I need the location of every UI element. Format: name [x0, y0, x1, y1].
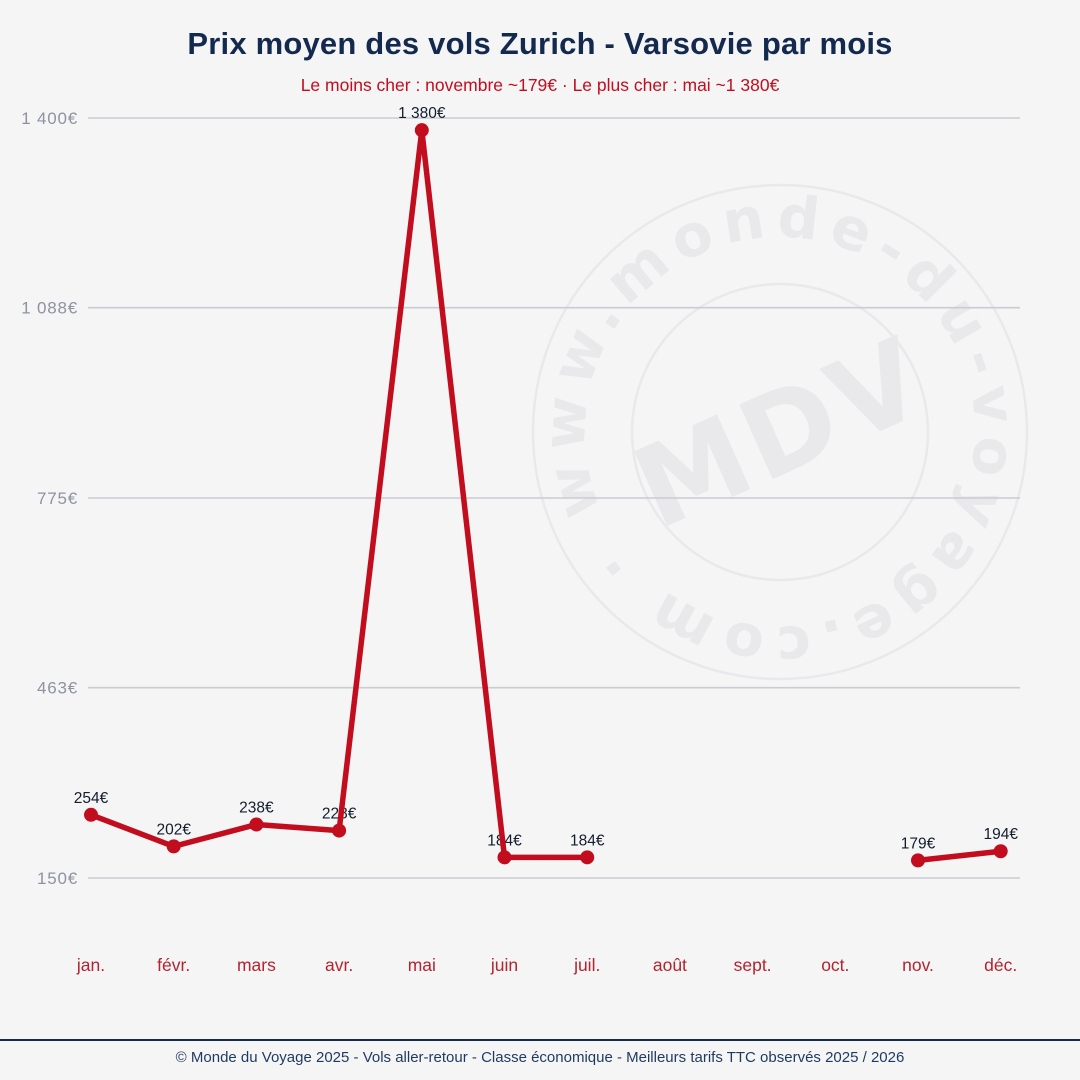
x-tick-label: févr.: [157, 955, 190, 975]
page-title: Prix moyen des vols Zurich - Varsovie pa…: [187, 26, 893, 61]
data-point: [166, 839, 181, 854]
chart-subtitle: Le moins cher : novembre ~179€ · Le plus…: [300, 75, 780, 95]
x-tick-label: avr.: [325, 955, 353, 975]
x-axis-labels: jan. févr. mars avr. mai juin juil. août sept. oc…: [76, 955, 1017, 975]
x-tick-label: déc.: [984, 955, 1017, 975]
y-tick-label: 775€: [37, 489, 78, 508]
x-tick-label: oct.: [821, 955, 849, 975]
series-points: [84, 123, 1008, 868]
x-tick-label: jan.: [76, 955, 105, 975]
x-tick-label: sept.: [734, 955, 772, 975]
data-point: [993, 844, 1008, 859]
x-tick-label: mai: [408, 955, 436, 975]
y-tick-label: 1 400€: [21, 109, 78, 128]
data-point: [249, 817, 264, 832]
data-point-label: 202€: [156, 821, 191, 838]
y-tick-label: 150€: [37, 869, 78, 888]
x-tick-label: août: [653, 955, 687, 975]
watermark-inner-ring: [630, 282, 930, 582]
data-point-label: 238€: [239, 799, 274, 816]
y-tick-label: 1 088€: [21, 299, 78, 318]
gridlines: [88, 117, 1020, 879]
watermark-outer-ring: [531, 183, 1029, 681]
price-line-segment: [88, 127, 590, 861]
data-point-label: 254€: [74, 790, 109, 807]
data-point-label: 179€: [901, 835, 936, 852]
data-point: [911, 853, 925, 868]
copyright-text: © Monde du Voyage 2025 - Vols aller-reto…: [175, 1049, 905, 1066]
x-tick-label: nov.: [902, 955, 934, 975]
watermark-mdv-text: MDV: [616, 313, 946, 555]
watermark-stamp: www.monde-du-voyage.com · MDV: [449, 102, 1080, 761]
data-point-label: 194€: [983, 826, 1018, 843]
footer-divider: [0, 1039, 1080, 1041]
data-point-label: 1 380€: [398, 105, 446, 122]
x-tick-label: juil.: [573, 955, 600, 975]
data-value-labels: 254€202€238€ 228€1 380€184€ 184€ 179€194€: [74, 105, 1019, 852]
data-point: [580, 850, 595, 865]
x-tick-label: mars: [237, 955, 276, 975]
y-axis-labels: 1 400€ 1 088€ 775€ 463€ 150€: [21, 109, 78, 888]
data-point: [497, 850, 512, 865]
data-point: [332, 823, 347, 838]
data-point: [414, 123, 429, 138]
data-point: [84, 807, 98, 822]
y-tick-label: 463€: [37, 679, 78, 698]
price-line-segment: [915, 848, 1004, 864]
x-tick-label: juin: [490, 955, 518, 975]
data-point-label: 184€: [570, 832, 605, 849]
